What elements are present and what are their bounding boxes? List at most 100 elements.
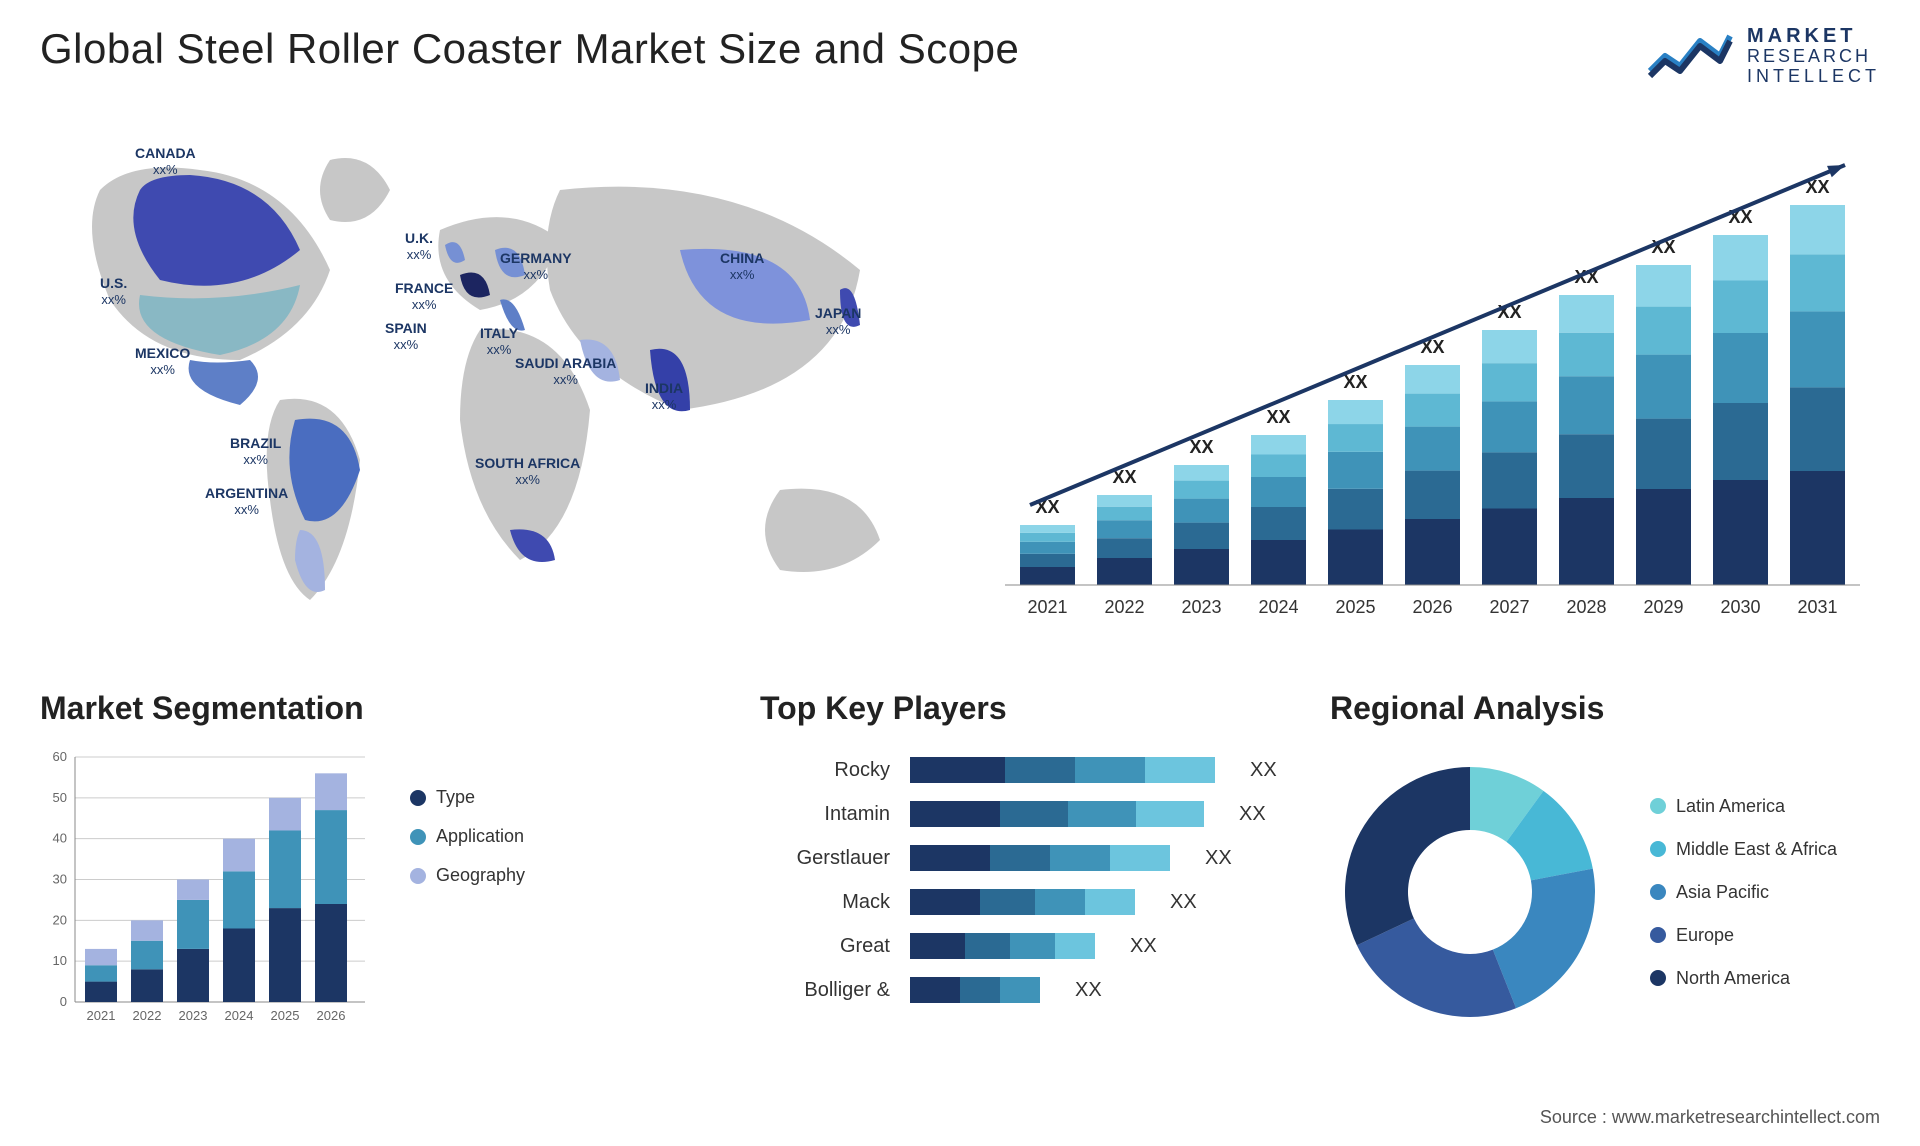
- players-title: Top Key Players: [760, 690, 1300, 727]
- segmentation-legend: Type Application Geography: [410, 747, 525, 1027]
- svg-text:2026: 2026: [1412, 597, 1452, 617]
- player-bar-seg: [910, 801, 1000, 827]
- player-bar-seg: [1000, 977, 1040, 1003]
- player-bar-seg: [1000, 801, 1068, 827]
- player-bar-seg: [1145, 757, 1215, 783]
- player-bar-seg: [910, 757, 1005, 783]
- svg-text:2025: 2025: [1335, 597, 1375, 617]
- player-row-mack: Mack XX: [760, 889, 1300, 915]
- logo-line-3: INTELLECT: [1747, 67, 1880, 87]
- svg-text:2023: 2023: [1181, 597, 1221, 617]
- regional-title: Regional Analysis: [1330, 690, 1890, 727]
- legend-label: Application: [436, 826, 524, 847]
- player-bar-seg: [965, 933, 1010, 959]
- svg-text:2021: 2021: [1027, 597, 1067, 617]
- svg-text:2024: 2024: [225, 1008, 254, 1023]
- logo-bars-icon: [1645, 26, 1735, 86]
- player-bar-seg: [980, 889, 1035, 915]
- legend-label: Type: [436, 787, 475, 808]
- svg-text:XX: XX: [1189, 437, 1213, 457]
- svg-text:30: 30: [53, 872, 67, 887]
- seg-legend-type: Type: [410, 787, 525, 808]
- player-name: Mack: [760, 891, 890, 914]
- svg-text:2027: 2027: [1489, 597, 1529, 617]
- players-chart: RockyXXIntaminXXGerstlauerXXMackXXGreatX…: [760, 757, 1300, 1003]
- player-bar-seg: [1068, 801, 1136, 827]
- legend-swatch-icon: [1650, 970, 1666, 986]
- logo-line-2: RESEARCH: [1747, 47, 1880, 67]
- svg-text:2022: 2022: [1104, 597, 1144, 617]
- svg-text:0: 0: [60, 994, 67, 1009]
- regional-legend-asia-pacific: Asia Pacific: [1650, 882, 1837, 903]
- seg-legend-geography: Geography: [410, 865, 525, 886]
- map-label-mexico: MEXICOxx%: [135, 345, 190, 377]
- map-label-india: INDIAxx%: [645, 380, 683, 412]
- map-label-south-africa: SOUTH AFRICAxx%: [475, 455, 580, 487]
- player-bar: [910, 933, 1095, 959]
- regional-legend-latin-america: Latin America: [1650, 796, 1837, 817]
- legend-swatch-icon: [410, 829, 426, 845]
- svg-text:2031: 2031: [1797, 597, 1837, 617]
- world-map: CANADAxx%U.S.xx%MEXICOxx%BRAZILxx%ARGENT…: [40, 130, 940, 650]
- legend-label: Europe: [1676, 925, 1734, 946]
- player-bar-seg: [1010, 933, 1055, 959]
- svg-text:10: 10: [53, 953, 67, 968]
- player-bar-seg: [910, 889, 980, 915]
- player-bar-seg: [910, 845, 990, 871]
- svg-text:2026: 2026: [317, 1008, 346, 1023]
- logo-text: MARKET RESEARCH INTELLECT: [1747, 25, 1880, 87]
- player-bar-seg: [1075, 757, 1145, 783]
- growth-bar-chart: XX2021XX2022XX2023XX2024XX2025XX2026XX20…: [990, 150, 1870, 630]
- player-bar: [910, 757, 1215, 783]
- svg-text:40: 40: [53, 831, 67, 846]
- svg-text:60: 60: [53, 749, 67, 764]
- player-bar-seg: [960, 977, 1000, 1003]
- player-bar-seg: [1085, 889, 1135, 915]
- player-row-bolliger-: Bolliger &XX: [760, 977, 1300, 1003]
- player-row-great: Great XX: [760, 933, 1300, 959]
- svg-text:50: 50: [53, 790, 67, 805]
- map-label-italy: ITALYxx%: [480, 325, 518, 357]
- regional-legend-europe: Europe: [1650, 925, 1837, 946]
- player-value: XX: [1239, 803, 1266, 826]
- map-label-saudi-arabia: SAUDI ARABIAxx%: [515, 355, 616, 387]
- player-bar: [910, 845, 1170, 871]
- legend-label: Asia Pacific: [1676, 882, 1769, 903]
- player-bar-seg: [1005, 757, 1075, 783]
- brand-logo: MARKET RESEARCH INTELLECT: [1645, 25, 1880, 87]
- player-value: XX: [1130, 935, 1157, 958]
- map-label-spain: SPAINxx%: [385, 320, 427, 352]
- segmentation-chart: 0102030405060202120222023202420252026: [40, 747, 380, 1027]
- map-label-argentina: ARGENTINAxx%: [205, 485, 288, 517]
- map-label-germany: GERMANYxx%: [500, 250, 572, 282]
- player-name: Rocky: [760, 759, 890, 782]
- svg-text:2025: 2025: [271, 1008, 300, 1023]
- svg-text:2023: 2023: [179, 1008, 208, 1023]
- player-value: XX: [1170, 891, 1197, 914]
- player-name: Bolliger &: [760, 979, 890, 1002]
- players-panel: Top Key Players RockyXXIntaminXXGerstlau…: [760, 690, 1300, 1003]
- player-bar-seg: [1110, 845, 1170, 871]
- map-label-japan: JAPANxx%: [815, 305, 861, 337]
- seg-legend-application: Application: [410, 826, 525, 847]
- source-footer: Source : www.marketresearchintellect.com: [1540, 1107, 1880, 1128]
- map-label-china: CHINAxx%: [720, 250, 764, 282]
- regional-donut: [1330, 752, 1610, 1032]
- legend-swatch-icon: [410, 868, 426, 884]
- svg-text:2029: 2029: [1643, 597, 1683, 617]
- player-bar-seg: [1050, 845, 1110, 871]
- svg-text:2024: 2024: [1258, 597, 1298, 617]
- regional-legend-north-america: North America: [1650, 968, 1837, 989]
- segmentation-panel: Market Segmentation 01020304050602021202…: [40, 690, 660, 1027]
- player-name: Great: [760, 935, 890, 958]
- legend-label: Geography: [436, 865, 525, 886]
- legend-swatch-icon: [1650, 927, 1666, 943]
- player-bar-seg: [990, 845, 1050, 871]
- legend-swatch-icon: [1650, 798, 1666, 814]
- svg-text:2030: 2030: [1720, 597, 1760, 617]
- player-name: Gerstlauer: [760, 847, 890, 870]
- svg-text:2022: 2022: [133, 1008, 162, 1023]
- svg-text:XX: XX: [1266, 407, 1290, 427]
- logo-line-1: MARKET: [1747, 25, 1880, 47]
- svg-text:20: 20: [53, 912, 67, 927]
